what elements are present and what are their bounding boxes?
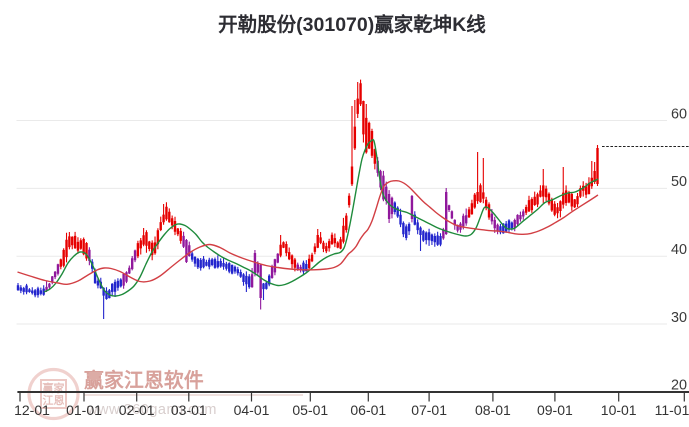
svg-text:10-01: 10-01	[601, 402, 637, 418]
svg-text:www.360gann.com: www.360gann.com	[86, 402, 217, 418]
svg-text:30: 30	[671, 310, 687, 326]
svg-text:40: 40	[671, 242, 687, 258]
svg-text:20: 20	[671, 378, 687, 394]
svg-text:50: 50	[671, 174, 687, 190]
svg-text:江恩: 江恩	[43, 393, 65, 407]
svg-text:05-01: 05-01	[292, 402, 328, 418]
svg-text:开勒股份(301070)赢家乾坤K线: 开勒股份(301070)赢家乾坤K线	[218, 13, 486, 36]
svg-text:01-01: 01-01	[66, 402, 102, 418]
svg-text:60: 60	[671, 106, 687, 122]
svg-text:07-01: 07-01	[411, 402, 447, 418]
svg-text:03-01: 03-01	[171, 402, 207, 418]
svg-text:09-01: 09-01	[537, 402, 573, 418]
svg-text:赢家江恩软件: 赢家江恩软件	[84, 369, 204, 392]
svg-text:11-01: 11-01	[655, 402, 689, 418]
svg-text:02-01: 02-01	[119, 402, 155, 418]
svg-text:04-01: 04-01	[234, 402, 270, 418]
svg-text:08-01: 08-01	[475, 402, 511, 418]
svg-text:12-01: 12-01	[14, 402, 50, 418]
svg-text:06-01: 06-01	[350, 402, 386, 418]
